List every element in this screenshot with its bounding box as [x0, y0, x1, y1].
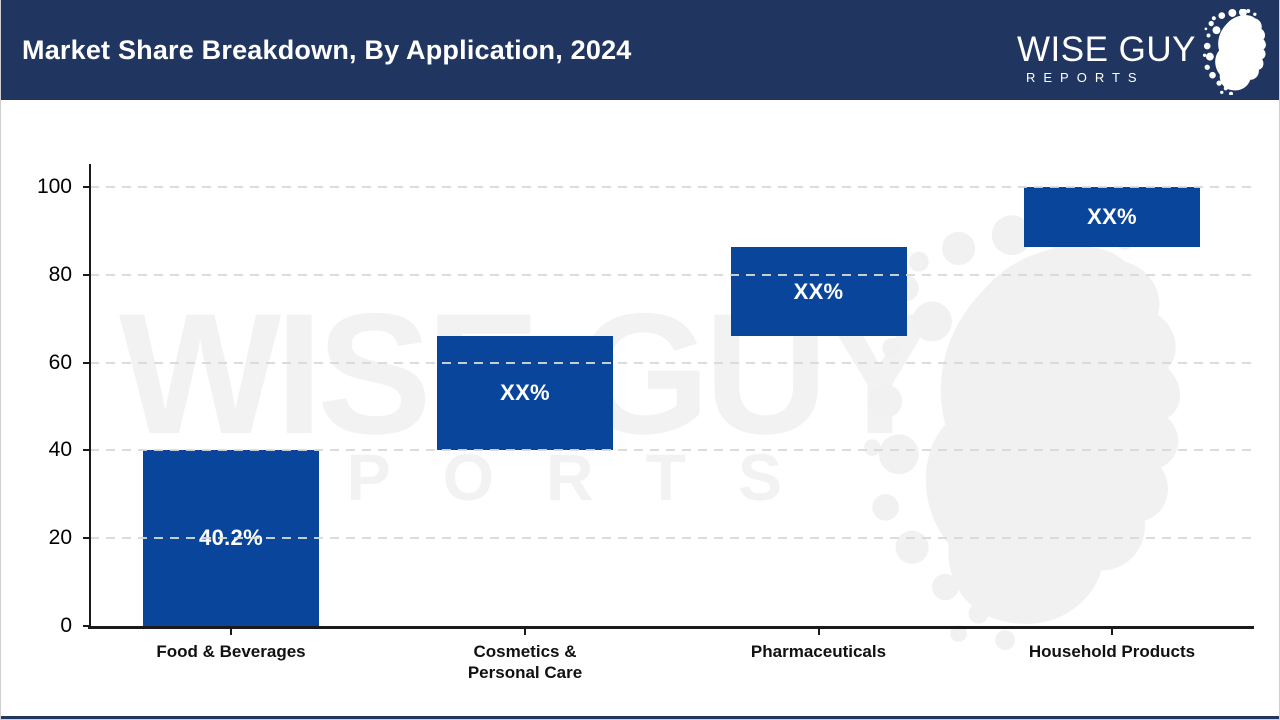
x-category-label-cosmetics-personal-care: Cosmetics & Personal Care [395, 641, 655, 683]
gridline-80 [90, 273, 1254, 276]
footer-strip [1, 716, 1279, 719]
y-tick-label-0: 0 [60, 614, 72, 637]
y-tick-label-60: 60 [48, 350, 72, 374]
y-tick-label-100: 100 [36, 175, 72, 198]
header-bar: Market Share Breakdown, By Application, … [1, 0, 1279, 100]
gridline-40 [90, 449, 1254, 452]
logo-subtext: REPORTS [1026, 70, 1145, 85]
y-tick-100 [83, 186, 89, 188]
gridline-60 [90, 361, 1254, 364]
x-tick-cosmetics-personal-care [524, 629, 526, 635]
x-category-label-line: Household Products [1028, 642, 1196, 661]
x-category-label-line: Personal Care [467, 663, 583, 682]
bar-value-label-household-products: XX% [1087, 204, 1137, 230]
x-axis-line [88, 626, 1254, 629]
page-title: Market Share Breakdown, By Application, … [22, 34, 632, 65]
x-category-label-household-products: Household Products [982, 641, 1242, 662]
x-category-label-food-beverages: Food & Beverages [101, 641, 361, 662]
y-tick-label-80: 80 [48, 262, 72, 286]
bar-value-label-cosmetics-personal-care: XX% [500, 379, 550, 405]
wise-guy-logo: WISE GUY REPORTS [1017, 6, 1269, 96]
x-category-label-line: Cosmetics & [473, 642, 577, 661]
y-tick-label-40: 40 [48, 438, 72, 462]
y-tick-60 [83, 361, 89, 364]
x-category-label-line: Pharmaceuticals [750, 642, 887, 661]
y-axis-line [89, 164, 91, 629]
y-tick-80 [83, 273, 89, 276]
y-tick-label-20: 20 [48, 526, 72, 550]
bar-value-label-pharmaceuticals: XX% [793, 278, 844, 304]
gridline-100 [90, 186, 1254, 188]
y-tick-40 [83, 449, 89, 452]
y-tick-20 [83, 537, 89, 540]
logo-wordmark: WISE GUY [1017, 30, 1197, 69]
x-category-label-pharmaceuticals: Pharmaceuticals [689, 641, 949, 662]
gridline-20 [90, 537, 1254, 540]
bar-cosmetics-personal-care: XX% [437, 336, 613, 450]
x-tick-household-products [1111, 629, 1113, 635]
x-tick-pharmaceuticals [817, 629, 820, 635]
bar-pharmaceuticals: XX% [730, 247, 907, 337]
bar-household-products: XX% [1024, 187, 1200, 248]
x-tick-food-beverages [230, 629, 232, 635]
y-tick-0 [83, 625, 89, 627]
x-category-label-line: Food & Beverages [156, 642, 306, 661]
